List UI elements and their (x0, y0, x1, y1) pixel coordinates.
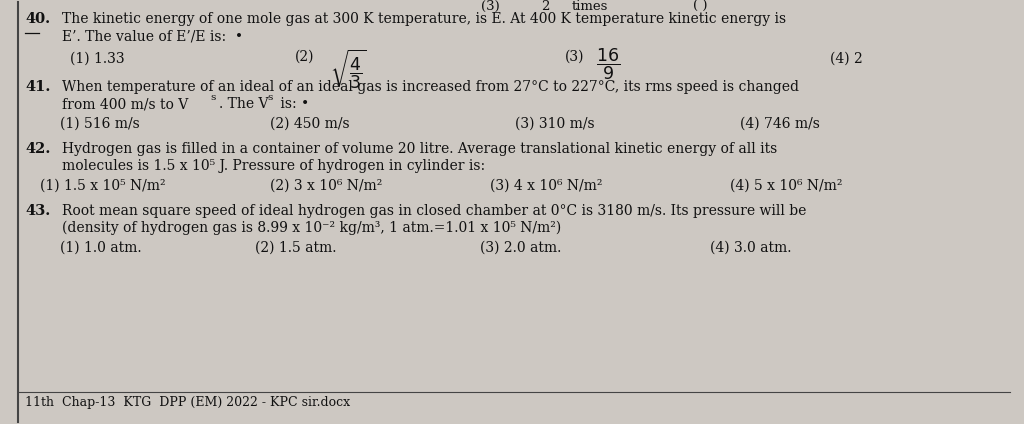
Text: . The V: . The V (219, 97, 268, 111)
Text: times: times (571, 0, 608, 13)
Text: 11th  Chap-13  KTG  DPP (EM) 2022 - KPC sir.docx: 11th Chap-13 KTG DPP (EM) 2022 - KPC sir… (25, 396, 350, 409)
Text: (3): (3) (565, 50, 585, 64)
Text: (density of hydrogen gas is 8.99 x 10⁻² kg/m³, 1 atm.=1.01 x 10⁵ N/m²): (density of hydrogen gas is 8.99 x 10⁻² … (62, 221, 561, 235)
Text: (1) 1.33: (1) 1.33 (70, 52, 125, 66)
Text: molecules is 1.5 x 10⁵ J. Pressure of hydrogen in cylinder is:: molecules is 1.5 x 10⁵ J. Pressure of hy… (62, 159, 485, 173)
Text: 41.: 41. (25, 80, 50, 94)
Text: E’. The value of E’/E is:  •: E’. The value of E’/E is: • (62, 29, 243, 43)
Text: 40.: 40. (25, 12, 50, 26)
Text: s: s (267, 93, 272, 102)
Text: from 400 m/s to V: from 400 m/s to V (62, 97, 188, 111)
Text: (3): (3) (480, 0, 500, 13)
Text: 43.: 43. (25, 204, 50, 218)
Text: The kinetic energy of one mole gas at 300 K temperature, is E. At 400 K temperat: The kinetic energy of one mole gas at 30… (62, 12, 786, 26)
Text: (2): (2) (295, 50, 314, 64)
Text: 2: 2 (541, 0, 549, 13)
Text: When temperature of an ideal of an ideal gas is increased from 27°C to 227°C, it: When temperature of an ideal of an ideal… (62, 80, 799, 94)
Text: s: s (210, 93, 215, 102)
Text: Root mean square speed of ideal hydrogen gas in closed chamber at 0°C is 3180 m/: Root mean square speed of ideal hydrogen… (62, 204, 806, 218)
Text: (1) 516 m/s: (1) 516 m/s (60, 117, 139, 131)
Text: (1) 1.0 atm.: (1) 1.0 atm. (60, 241, 141, 255)
Text: 42.: 42. (25, 142, 50, 156)
Text: ( ): ( ) (693, 0, 708, 13)
Text: (4) 3.0 atm.: (4) 3.0 atm. (710, 241, 792, 255)
Text: Hydrogen gas is filled in a container of volume 20 litre. Average translational : Hydrogen gas is filled in a container of… (62, 142, 777, 156)
Text: (4) 746 m/s: (4) 746 m/s (740, 117, 820, 131)
Text: (3) 2.0 atm.: (3) 2.0 atm. (480, 241, 561, 255)
Text: (3) 310 m/s: (3) 310 m/s (515, 117, 595, 131)
Text: (2) 1.5 atm.: (2) 1.5 atm. (255, 241, 337, 255)
Text: (2) 3 x 10⁶ N/m²: (2) 3 x 10⁶ N/m² (270, 179, 382, 193)
Text: (2) 450 m/s: (2) 450 m/s (270, 117, 349, 131)
Text: (4) 5 x 10⁶ N/m²: (4) 5 x 10⁶ N/m² (730, 179, 843, 193)
Text: (3) 4 x 10⁶ N/m²: (3) 4 x 10⁶ N/m² (490, 179, 602, 193)
Text: is: •: is: • (276, 97, 309, 111)
Text: $\dfrac{16}{9}$: $\dfrac{16}{9}$ (596, 47, 621, 82)
Text: $\sqrt{\dfrac{4}{3}}$: $\sqrt{\dfrac{4}{3}}$ (330, 47, 367, 91)
Text: (4) 2: (4) 2 (830, 52, 863, 66)
Text: (1) 1.5 x 10⁵ N/m²: (1) 1.5 x 10⁵ N/m² (40, 179, 166, 193)
